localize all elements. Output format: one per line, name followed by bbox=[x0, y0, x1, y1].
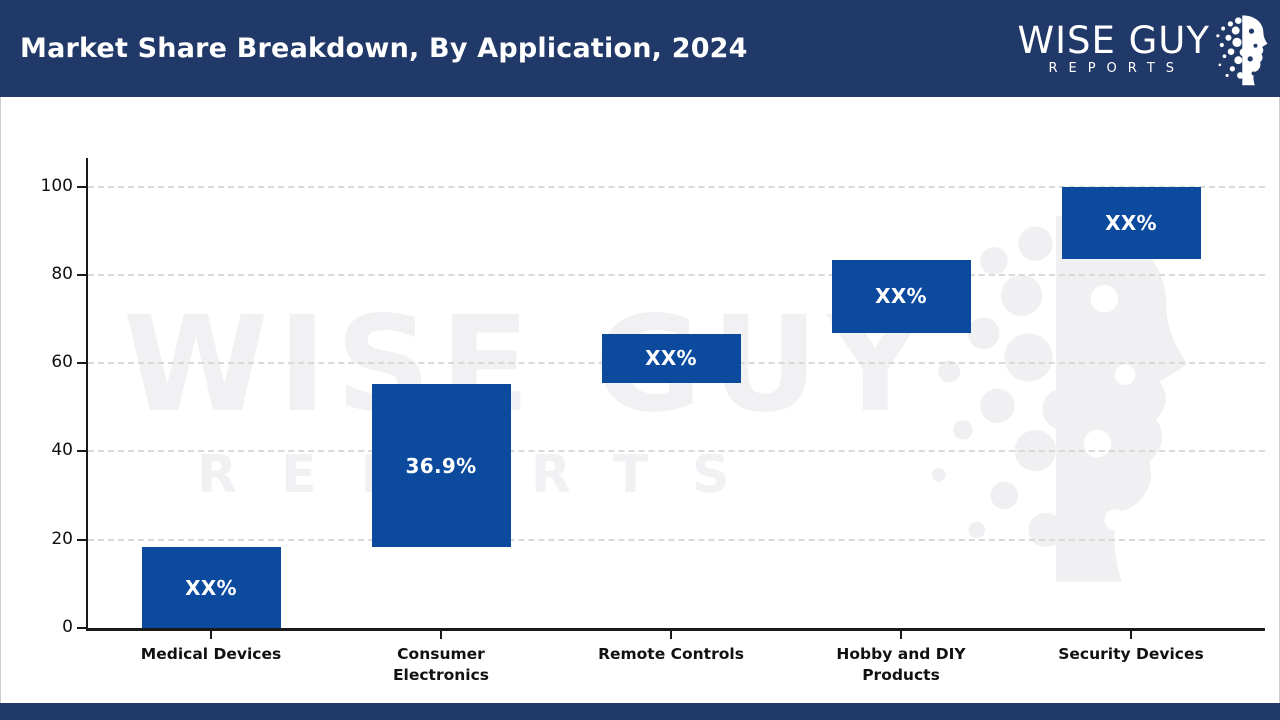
x-tick bbox=[900, 631, 902, 639]
logo-wordmark: WISE GUY REPORTS bbox=[1017, 18, 1210, 77]
bar-segment: XX% bbox=[831, 259, 971, 333]
y-tick-label: 40 bbox=[51, 440, 73, 461]
category-label: Medical Devices bbox=[140, 645, 282, 663]
bar-segment: XX% bbox=[601, 333, 741, 384]
y-tick-label: 100 bbox=[40, 175, 73, 196]
y-tick bbox=[77, 627, 86, 629]
y-tick-label: 0 bbox=[62, 617, 73, 637]
x-tick bbox=[440, 631, 442, 639]
y-tick-label: 80 bbox=[51, 263, 73, 284]
bar-segment: XX% bbox=[1061, 186, 1201, 260]
category-label: Remote Controls bbox=[598, 645, 744, 663]
x-axis bbox=[86, 628, 1265, 631]
bar-value-label: XX% bbox=[185, 575, 237, 600]
footer-bar bbox=[0, 703, 1280, 720]
category-label: Consumer Electronics bbox=[392, 645, 490, 684]
y-tick bbox=[77, 273, 86, 276]
gridline-100 bbox=[88, 185, 1265, 188]
logo-head-icon bbox=[1216, 15, 1268, 86]
y-axis bbox=[86, 158, 88, 631]
gridline-40 bbox=[88, 450, 1265, 453]
gridline-20 bbox=[88, 538, 1265, 541]
y-tick-label: 60 bbox=[51, 352, 73, 373]
bar-value-label: XX% bbox=[1105, 210, 1157, 235]
y-tick bbox=[77, 362, 86, 365]
chart-title: Market Share Breakdown, By Application, … bbox=[20, 33, 748, 64]
bar-segment: XX% bbox=[141, 547, 281, 628]
gridline-80 bbox=[88, 273, 1265, 276]
bar-value-label: 36.9% bbox=[405, 453, 477, 478]
y-tick bbox=[77, 450, 86, 453]
y-tick bbox=[77, 185, 86, 188]
category-label: Security Devices bbox=[1058, 645, 1204, 663]
logo-subtitle-text: REPORTS bbox=[1048, 61, 1186, 77]
x-tick bbox=[210, 631, 212, 639]
y-tick bbox=[77, 538, 86, 541]
header-bar: Market Share Breakdown, By Application, … bbox=[0, 0, 1280, 97]
y-tick-label: 20 bbox=[51, 528, 73, 549]
bar-segment: 36.9% bbox=[371, 384, 511, 548]
category-label: Hobby and DIY Products bbox=[836, 645, 966, 684]
bar-value-label: XX% bbox=[875, 284, 927, 309]
wise-guy-logo: WISE GUY REPORTS bbox=[1018, 6, 1270, 92]
bar-value-label: XX% bbox=[645, 346, 697, 371]
x-tick bbox=[1130, 631, 1132, 639]
x-tick bbox=[670, 631, 672, 639]
logo-brand-text: WISE GUY bbox=[1017, 18, 1210, 62]
